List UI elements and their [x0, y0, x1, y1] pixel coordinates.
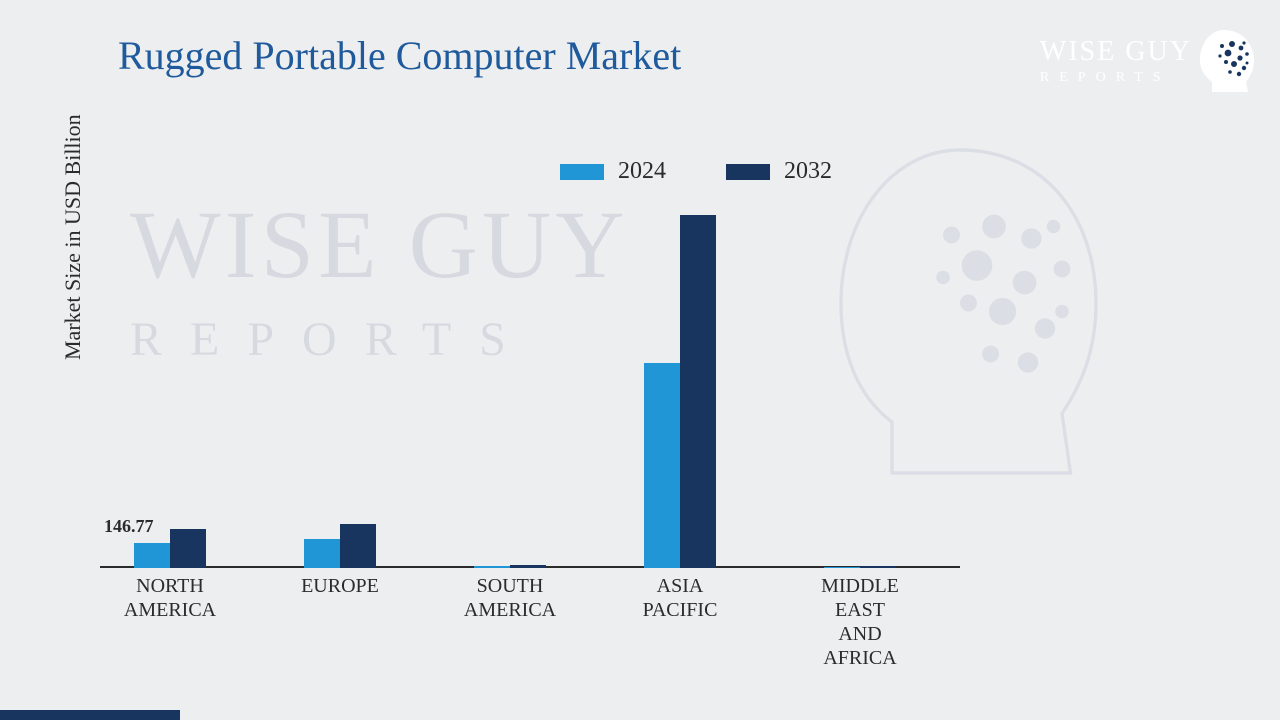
brand-logo: WISE GUY REPORTS: [1040, 26, 1262, 96]
legend-item-2024: 2024: [560, 158, 666, 185]
chart-canvas: { "brand": { "line1": "WISE GUY", "line2…: [0, 0, 1280, 720]
y-axis-label: Market Size in USD Billion: [60, 114, 86, 360]
bar-group: [800, 566, 920, 568]
bar-group: [620, 215, 740, 568]
brand-line1: WISE GUY: [1040, 37, 1192, 68]
brand-line2: REPORTS: [1040, 70, 1192, 85]
x-axis-label: SOUTHAMERICA: [440, 574, 580, 622]
plot-area: 146.77: [100, 198, 960, 568]
x-axis-label: ASIAPACIFIC: [610, 574, 750, 622]
bar: [644, 363, 680, 568]
legend-swatch-2024: [560, 164, 604, 180]
legend-label-2024: 2024: [618, 158, 666, 185]
x-axis-labels: NORTHAMERICA EUROPE SOUTHAMERICA ASIAPACIFI…: [100, 574, 960, 694]
legend: 2024 2032: [560, 158, 832, 185]
bar: [824, 567, 860, 568]
bar-group: [280, 524, 400, 568]
value-label: 146.77: [104, 516, 154, 537]
chart-title: Rugged Portable Computer Market: [118, 32, 681, 79]
brand-text: WISE GUY REPORTS: [1040, 37, 1192, 85]
bar: [510, 565, 546, 568]
legend-item-2032: 2032: [726, 158, 832, 185]
bar: [304, 539, 340, 568]
x-axis-label: MIDDLEEASTANDAFRICA: [790, 574, 930, 670]
bottom-accent-bar: [0, 710, 180, 720]
bar: [134, 543, 170, 568]
bar: [474, 566, 510, 568]
bar: [340, 524, 376, 568]
x-axis-label: NORTHAMERICA: [100, 574, 240, 622]
bar: [170, 529, 206, 568]
x-axis-label: EUROPE: [270, 574, 410, 598]
legend-swatch-2032: [726, 164, 770, 180]
bar-group: [450, 565, 570, 568]
brand-head-icon: [1192, 26, 1262, 96]
bar: [860, 566, 896, 568]
legend-label-2032: 2032: [784, 158, 832, 185]
bar: [680, 215, 716, 568]
